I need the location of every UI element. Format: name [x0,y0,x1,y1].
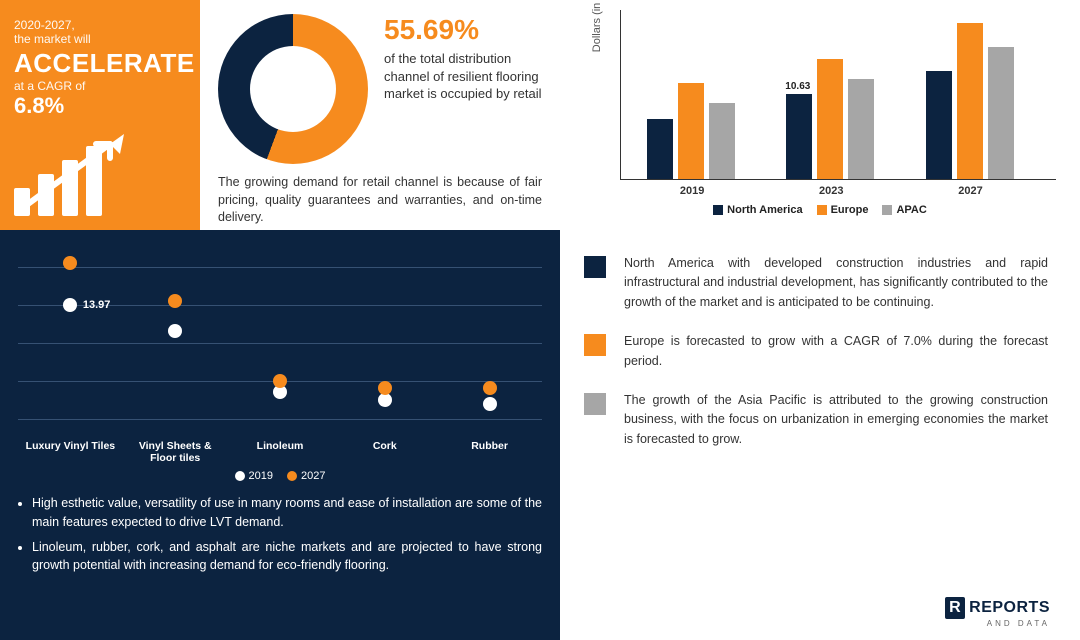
legend-label: Europe [831,204,869,216]
bar [786,94,812,179]
bar-xlabel: 2027 [926,185,1016,197]
bar [957,23,983,179]
brand-logo: RREPORTS AND DATA [945,597,1050,628]
bullet-item: Linoleum, rubber, cork, and asphalt are … [32,538,542,576]
region-swatch [584,256,606,278]
data-point [273,374,287,388]
legend-label: APAC [896,204,926,216]
bar [926,71,952,179]
bar-xlabel: 2023 [786,185,876,197]
bar-legend: North America Europe APAC [584,204,1056,216]
dot-plot: 13.97 [18,244,542,434]
accel-line2: the market will [14,32,186,46]
data-point [483,397,497,411]
bar [678,83,704,179]
scatter-bullets: High esthetic value, versatility of use … [18,494,542,581]
donut-desc: of the total distribution channel of res… [384,50,542,103]
bar-chart: Dollars (in Billion) 20192023202710.63 [620,10,1056,180]
legend-swatch [882,205,892,215]
donut-panel: 55.69% of the total distribution channel… [200,0,560,230]
scatter-xlabel: Cork [332,440,437,464]
gridline [18,343,542,344]
point-value-label: 13.97 [83,299,111,311]
bar-year-group: 2027 [926,23,1016,179]
accel-headline: ACCELERATE [14,48,186,79]
donut-caption: The growing demand for retail channel is… [218,174,542,227]
legend-label: 2027 [301,470,325,482]
legend-swatch [235,471,245,481]
bar-chart-panel: Dollars (in Billion) 2019 2023 2027 10.63 N… [560,0,1080,230]
bar-value-label: 10.63 [785,81,810,92]
bar-ylabel: Dollars (in Billion) [591,0,603,52]
bar [817,59,843,179]
data-point [483,381,497,395]
gridline [18,419,542,420]
bar-xlabel: 2019 [647,185,737,197]
bars-icon [14,146,102,216]
growth-chart-icon [14,130,134,220]
bar-year-group: 2023 [786,59,876,179]
legend-swatch [817,205,827,215]
scatter-xlabel: Rubber [437,440,542,464]
scatter-panel: 13.97 Luxury Vinyl TilesVinyl Sheets & F… [0,230,560,640]
scatter-x-axis: Luxury Vinyl TilesVinyl Sheets & Floor t… [18,440,542,464]
legend-label: 2019 [249,470,273,482]
region-row: North America with developed constructio… [584,254,1048,312]
scatter-xlabel: Linoleum [228,440,333,464]
region-swatch [584,334,606,356]
scatter-xlabel: Luxury Vinyl Tiles [18,440,123,464]
data-point [378,381,392,395]
legend-swatch [713,205,723,215]
region-row: The growth of the Asia Pacific is attrib… [584,391,1048,449]
legend-label: North America [727,204,802,216]
scatter-legend: 2019 2027 [18,470,542,482]
bar [709,103,735,179]
legend-swatch [287,471,297,481]
gridline [18,267,542,268]
accel-period: 2020-2027, [14,18,186,32]
accel-subline: at a CAGR of [14,79,186,93]
accelerate-card: 2020-2027, the market will ACCELERATE at… [0,0,200,230]
accel-rate: 6.8% [14,93,186,119]
region-text: Europe is forecasted to grow with a CAGR… [624,332,1048,371]
bar [988,47,1014,179]
region-text: The growth of the Asia Pacific is attrib… [624,391,1048,449]
bar [647,119,673,179]
data-point [168,294,182,308]
data-point [168,324,182,338]
region-text: North America with developed constructio… [624,254,1048,312]
bar [848,79,874,179]
data-point [63,298,77,312]
bar-year-group: 2019 [647,83,737,179]
donut-percent: 55.69% [384,14,542,46]
region-swatch [584,393,606,415]
region-row: Europe is forecasted to grow with a CAGR… [584,332,1048,371]
scatter-xlabel: Vinyl Sheets & Floor tiles [123,440,228,464]
regions-panel: North America with developed constructio… [560,230,1080,640]
bullet-item: High esthetic value, versatility of use … [32,494,542,532]
data-point [63,256,77,270]
donut-chart [218,14,368,164]
logo-text: REPORTS [969,599,1050,616]
logo-sub: AND DATA [945,619,1050,628]
